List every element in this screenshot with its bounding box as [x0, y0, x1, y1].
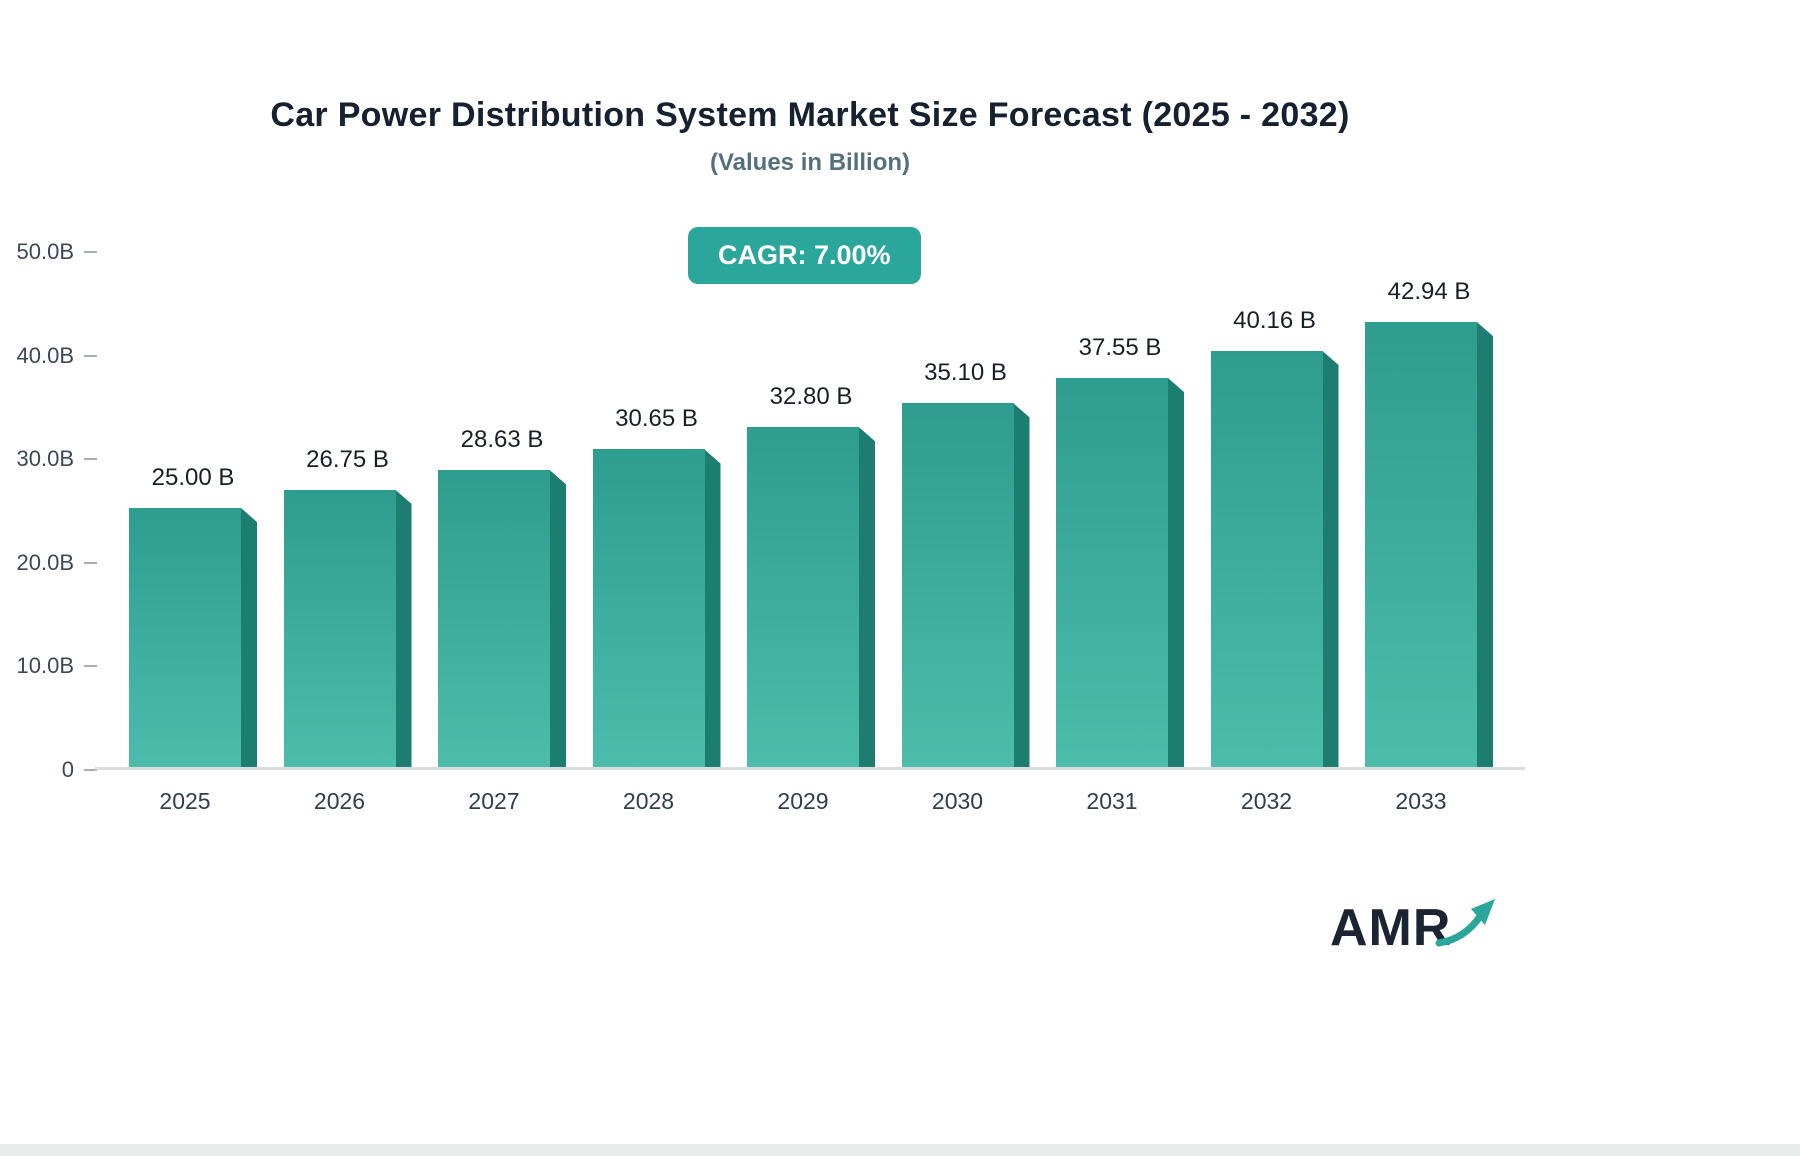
- bar-side: [550, 470, 566, 767]
- chart-title: Car Power Distribution System Market Siz…: [270, 96, 1350, 134]
- x-axis-label: 2026: [313, 788, 366, 814]
- y-tick-mark: [84, 251, 97, 253]
- bar-face: [1056, 377, 1168, 767]
- bar-2032: 40.16 B: [1210, 306, 1339, 767]
- bar-2026: 26.75 B: [283, 445, 412, 767]
- bar-value-label: 40.16 B: [1233, 306, 1316, 334]
- y-tick-mark: [84, 665, 97, 668]
- bar-2027: 28.63 B: [438, 426, 566, 767]
- y-tick-mark: [84, 769, 97, 771]
- bar-2030: 35.10 B: [901, 359, 1030, 767]
- bar-value-label: 35.10 B: [924, 359, 1007, 387]
- bar-value-label: 30.65 B: [615, 405, 698, 433]
- bar-face: [592, 449, 705, 767]
- y-tick-mark: [84, 561, 97, 564]
- y-tick-label: 10.0B: [16, 653, 75, 679]
- plot-area: 25.00 B 26.75 B 28.63 B 30.65 B 32.80 B 35.10…: [95, 252, 1525, 770]
- y-tick-label: 40.0B: [16, 342, 75, 368]
- bar-2028: 30.65 B: [592, 405, 721, 767]
- growth-arrow-head: [1471, 898, 1496, 925]
- amr-logo: AMR: [1330, 898, 1499, 958]
- bar-face: [438, 470, 550, 767]
- y-tick-mark: [84, 458, 97, 461]
- y-tick-label: 0: [61, 757, 74, 782]
- bar-value-label: 37.55 B: [1078, 333, 1162, 361]
- bar-value-label: 25.00 B: [151, 464, 235, 491]
- x-axis-label: 2027: [468, 788, 520, 814]
- bar-2033: 42.94 B: [1365, 278, 1493, 767]
- bar-value-label: 28.63 B: [460, 426, 544, 454]
- bar-side: [395, 489, 412, 767]
- bar-face: [1210, 350, 1323, 767]
- chart-subtitle: (Values in Billion): [709, 149, 911, 176]
- amr-logo-text: AMR: [1330, 899, 1452, 957]
- bar-value-label: 26.75 B: [306, 445, 389, 473]
- y-tick-label: 50.0B: [16, 239, 75, 264]
- cagr-badge: CAGR: 7.00%: [688, 227, 921, 284]
- x-axis-label: 2028: [622, 788, 675, 814]
- bar-2031: 37.55 B: [1056, 334, 1184, 767]
- bar-2029: 32.80 B: [747, 383, 875, 767]
- bar-face: [747, 427, 859, 767]
- bar-value-label: 42.94 B: [1387, 278, 1471, 306]
- growth-arrow-stroke: [1435, 911, 1485, 946]
- x-axis-label: 2032: [1240, 788, 1293, 814]
- y-tick-mark: [84, 354, 97, 357]
- x-axis-label: 2025: [159, 788, 211, 814]
- bar-value-label: 32.80 B: [769, 383, 853, 411]
- bottom-edge: [0, 1144, 1800, 1156]
- bar-side: [1322, 350, 1339, 767]
- y-tick-label: 20.0B: [16, 549, 75, 575]
- bar-side: [1477, 322, 1493, 767]
- bar-side: [704, 449, 721, 767]
- x-axis-label: 2033: [1395, 788, 1447, 814]
- x-axis-label: 2031: [1086, 788, 1138, 814]
- bar-face: [901, 403, 1014, 767]
- bar-side: [241, 508, 257, 767]
- bar-2025: 25.00 B: [129, 464, 257, 767]
- bar-side: [859, 427, 875, 767]
- growth-arrow-icon: [1435, 895, 1499, 956]
- bar-side: [1168, 377, 1184, 767]
- x-axis-label: 2030: [931, 788, 984, 814]
- y-tick-label: 30.0B: [16, 446, 75, 472]
- bar-face: [129, 508, 241, 767]
- bar-face: [1365, 322, 1477, 767]
- bar-side: [1013, 403, 1030, 767]
- bar-face: [283, 489, 396, 767]
- x-axis-label: 2029: [777, 788, 829, 814]
